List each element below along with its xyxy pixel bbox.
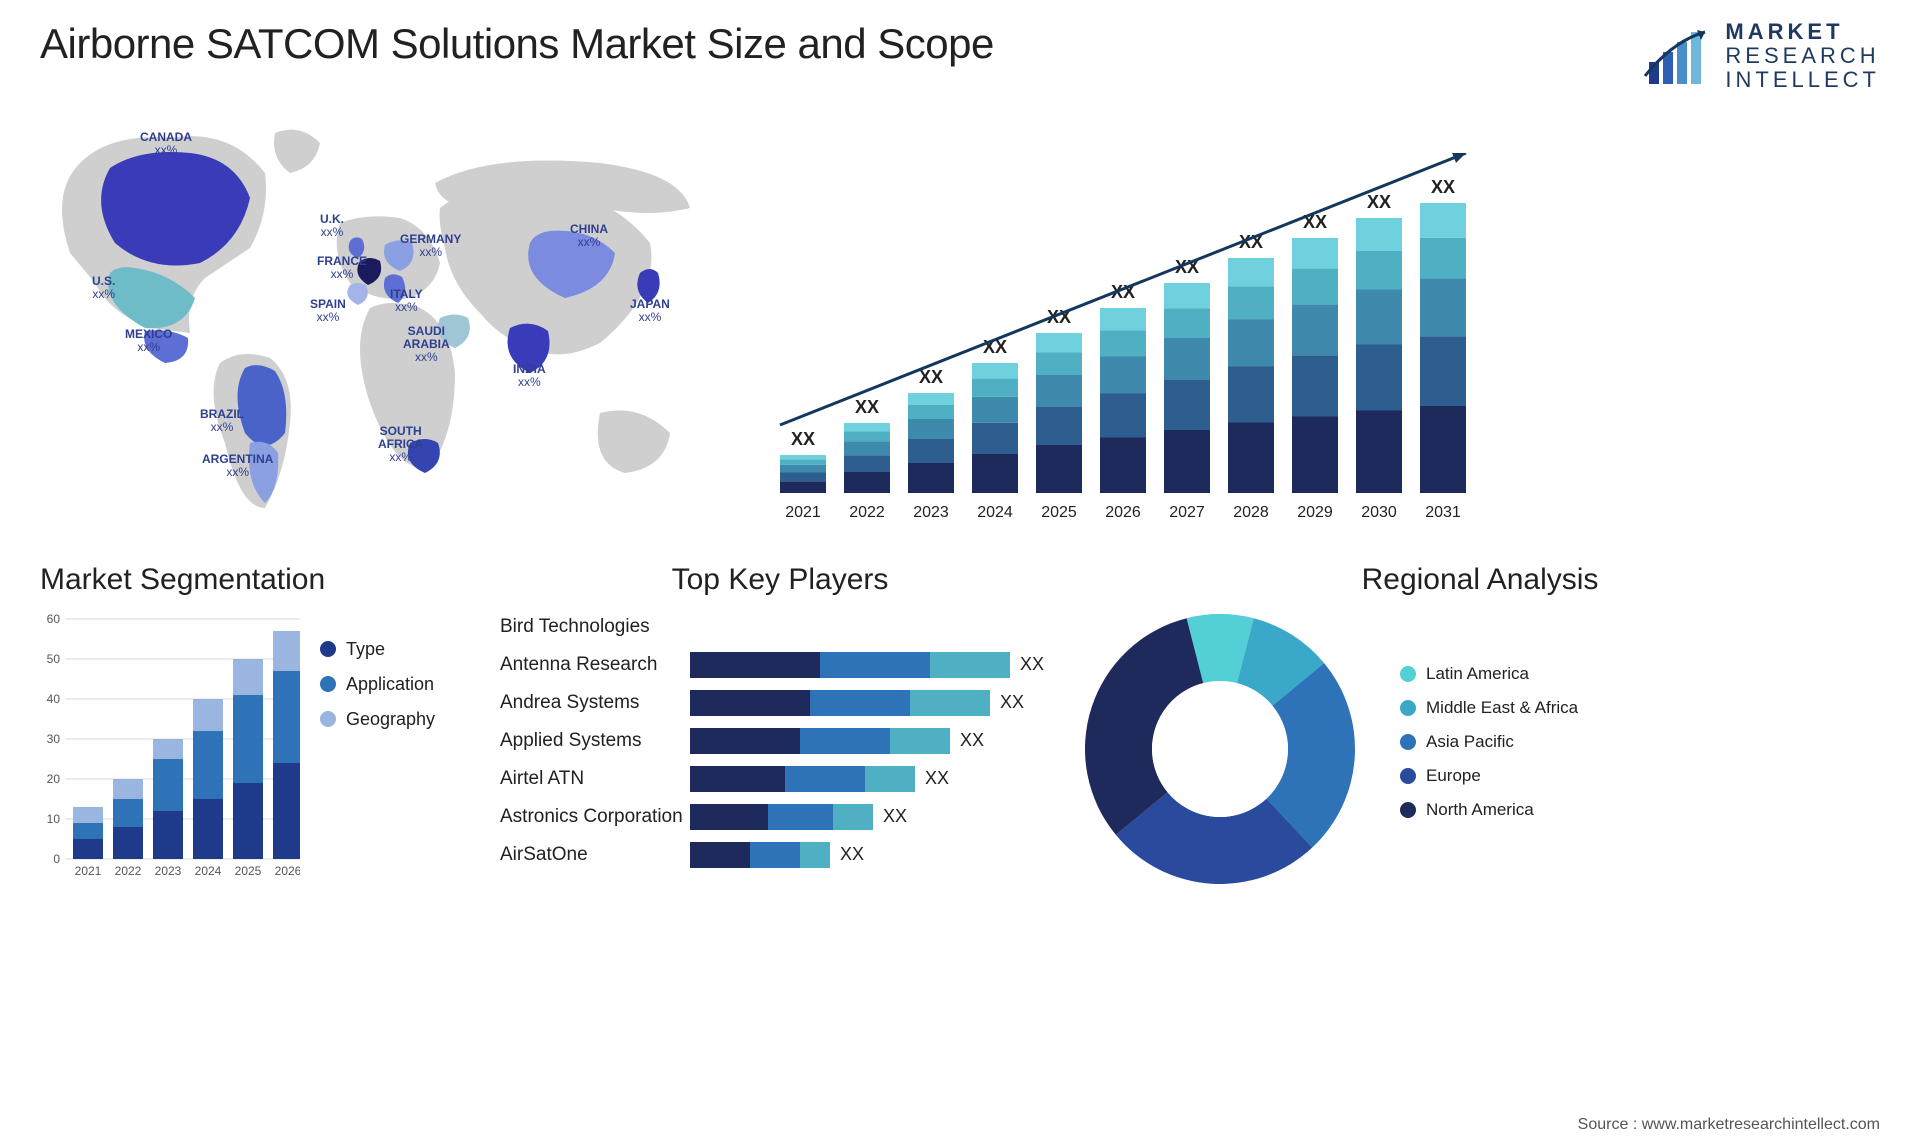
player-value: XX bbox=[925, 768, 949, 789]
map-label-canada: CANADAxx% bbox=[140, 131, 192, 157]
map-label-uk: U.K.xx% bbox=[320, 213, 344, 239]
svg-text:XX: XX bbox=[791, 429, 815, 449]
world-map-panel: CANADAxx% U.S.xx% MEXICOxx% U.K.xx% FRANCExx… bbox=[40, 113, 720, 533]
player-value: XX bbox=[1020, 654, 1044, 675]
player-row: Antenna Research XX bbox=[500, 647, 1060, 683]
player-name: Airtel ATN bbox=[500, 768, 690, 790]
regional-legend-item: Latin America bbox=[1400, 664, 1578, 684]
svg-text:50: 50 bbox=[47, 652, 61, 666]
map-label-us: U.S.xx% bbox=[92, 275, 115, 301]
svg-text:2026: 2026 bbox=[275, 864, 300, 878]
player-value: XX bbox=[883, 806, 907, 827]
player-name: AirSatOne bbox=[500, 844, 690, 866]
map-label-italy: ITALYxx% bbox=[390, 288, 423, 314]
svg-text:10: 10 bbox=[47, 812, 61, 826]
world-map-icon bbox=[40, 113, 720, 533]
segmentation-legend-item: Application bbox=[320, 674, 435, 695]
segmentation-legend-item: Type bbox=[320, 639, 435, 660]
growth-bar-chart: XX2021XX2022XX2023XX2024XX2025XX2026XX20… bbox=[760, 153, 1500, 533]
regional-donut-chart bbox=[1080, 609, 1360, 889]
player-bar bbox=[690, 804, 873, 830]
map-label-china: CHINAxx% bbox=[570, 223, 608, 249]
map-label-saudi: SAUDIARABIAxx% bbox=[403, 325, 450, 365]
svg-text:2022: 2022 bbox=[849, 504, 885, 521]
player-bar bbox=[690, 728, 950, 754]
map-label-argentina: ARGENTINAxx% bbox=[202, 453, 273, 479]
svg-text:2025: 2025 bbox=[1041, 504, 1077, 521]
players-title: Top Key Players bbox=[500, 563, 1060, 597]
source-footer: Source : www.marketresearchintellect.com bbox=[1578, 1116, 1880, 1134]
player-row: Applied Systems XX bbox=[500, 723, 1060, 759]
player-name: Andrea Systems bbox=[500, 692, 690, 714]
svg-text:60: 60 bbox=[47, 612, 61, 626]
map-label-brazil: BRAZILxx% bbox=[200, 408, 244, 434]
players-list: Bird TechnologiesAntenna ResearchXXAndre… bbox=[500, 609, 1060, 873]
player-value: XX bbox=[1000, 692, 1024, 713]
svg-text:30: 30 bbox=[47, 732, 61, 746]
player-name: Applied Systems bbox=[500, 730, 690, 752]
svg-text:2024: 2024 bbox=[977, 504, 1013, 521]
regional-title: Regional Analysis bbox=[1080, 563, 1880, 597]
segmentation-bar-chart: 0 10 20 30 40 50 60 2021 2022 2023 2024 2025 2026 bbox=[40, 609, 300, 879]
logo-text: MARKET RESEARCH INTELLECT bbox=[1725, 20, 1880, 93]
growth-chart-panel: XX2021XX2022XX2023XX2024XX2025XX2026XX20… bbox=[760, 113, 1880, 533]
regional-legend-item: North America bbox=[1400, 800, 1578, 820]
segmentation-title: Market Segmentation bbox=[40, 563, 480, 597]
svg-text:XX: XX bbox=[1367, 192, 1391, 212]
svg-text:40: 40 bbox=[47, 692, 61, 706]
player-row: Airtel ATN XX bbox=[500, 761, 1060, 797]
svg-text:2023: 2023 bbox=[155, 864, 182, 878]
segmentation-legend-item: Geography bbox=[320, 709, 435, 730]
player-bar bbox=[690, 690, 990, 716]
svg-text:2024: 2024 bbox=[195, 864, 222, 878]
player-name: Bird Technologies bbox=[500, 616, 690, 638]
player-name: Astronics Corporation bbox=[500, 806, 690, 828]
map-label-france: FRANCExx% bbox=[317, 255, 367, 281]
svg-text:20: 20 bbox=[47, 772, 61, 786]
svg-text:2026: 2026 bbox=[1105, 504, 1141, 521]
regional-legend-item: Middle East & Africa bbox=[1400, 698, 1578, 718]
player-value: XX bbox=[840, 844, 864, 865]
svg-text:XX: XX bbox=[1431, 177, 1455, 197]
map-label-germany: GERMANYxx% bbox=[400, 233, 461, 259]
player-row: AirSatOne XX bbox=[500, 837, 1060, 873]
logo-bars-icon bbox=[1643, 26, 1713, 86]
svg-text:XX: XX bbox=[855, 397, 879, 417]
regional-legend-item: Europe bbox=[1400, 766, 1578, 786]
map-label-japan: JAPANxx% bbox=[630, 298, 670, 324]
regional-legend-item: Asia Pacific bbox=[1400, 732, 1578, 752]
player-name: Antenna Research bbox=[500, 654, 690, 676]
svg-text:2023: 2023 bbox=[913, 504, 949, 521]
segmentation-legend: Type Application Geography bbox=[320, 609, 435, 879]
player-bar bbox=[690, 652, 1010, 678]
map-label-mexico: MEXICOxx% bbox=[125, 328, 172, 354]
svg-text:2029: 2029 bbox=[1297, 504, 1333, 521]
svg-text:2028: 2028 bbox=[1233, 504, 1269, 521]
player-row: Astronics Corporation XX bbox=[500, 799, 1060, 835]
player-value: XX bbox=[960, 730, 984, 751]
regional-panel: Regional Analysis Latin America Middle Ea… bbox=[1080, 563, 1880, 923]
svg-text:2031: 2031 bbox=[1425, 504, 1461, 521]
svg-text:0: 0 bbox=[53, 852, 60, 866]
map-label-india: INDIAxx% bbox=[513, 363, 546, 389]
page-title: Airborne SATCOM Solutions Market Size an… bbox=[40, 20, 994, 68]
map-label-south_africa: SOUTHAFRICAxx% bbox=[378, 425, 423, 465]
svg-text:2022: 2022 bbox=[115, 864, 142, 878]
segmentation-panel: Market Segmentation 0 10 20 30 40 50 60 2021 202… bbox=[40, 563, 480, 923]
regional-legend: Latin America Middle East & Africa Asia Pa… bbox=[1400, 664, 1578, 834]
player-row: Bird Technologies bbox=[500, 609, 1060, 645]
player-bar bbox=[690, 766, 915, 792]
svg-text:2025: 2025 bbox=[235, 864, 262, 878]
svg-text:2021: 2021 bbox=[785, 504, 821, 521]
svg-text:2027: 2027 bbox=[1169, 504, 1205, 521]
player-row: Andrea Systems XX bbox=[500, 685, 1060, 721]
brand-logo: MARKET RESEARCH INTELLECT bbox=[1643, 20, 1880, 93]
map-label-spain: SPAINxx% bbox=[310, 298, 346, 324]
players-panel: Top Key Players Bird Technologies Antenna… bbox=[500, 563, 1060, 923]
player-bar bbox=[690, 842, 830, 868]
svg-text:2021: 2021 bbox=[75, 864, 102, 878]
svg-text:2030: 2030 bbox=[1361, 504, 1397, 521]
